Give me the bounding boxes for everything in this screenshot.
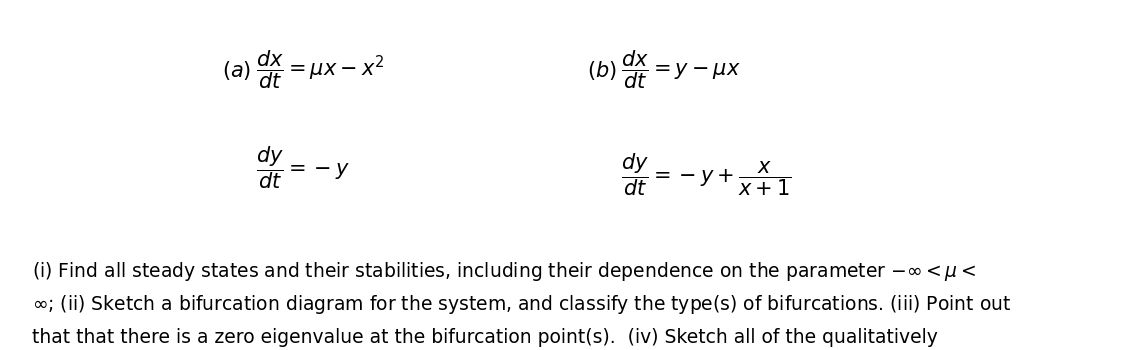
Text: $\mathit{(b)}$: $\mathit{(b)}$: [587, 58, 616, 82]
Text: $\dfrac{dx}{dt} = y - \mu x$: $\dfrac{dx}{dt} = y - \mu x$: [621, 49, 740, 91]
Text: that that there is a zero eigenvalue at the bifurcation point(s).  (iv) Sketch a: that that there is a zero eigenvalue at …: [32, 328, 937, 347]
Text: $\dfrac{dx}{dt} = \mu x - x^2$: $\dfrac{dx}{dt} = \mu x - x^2$: [256, 49, 385, 91]
Text: $\dfrac{dy}{dt} = -y$: $\dfrac{dy}{dt} = -y$: [256, 145, 351, 191]
Text: $\infty$; (ii) Sketch a bifurcation diagram for the system, and classify the typ: $\infty$; (ii) Sketch a bifurcation diag…: [32, 293, 1011, 316]
Text: $\mathit{(a)}$: $\mathit{(a)}$: [222, 58, 252, 82]
Text: (i) Find all steady states and their stabilities, including their dependence on : (i) Find all steady states and their sta…: [32, 260, 976, 283]
Text: $\dfrac{dy}{dt} = -y + \dfrac{x}{x+1}$: $\dfrac{dy}{dt} = -y + \dfrac{x}{x+1}$: [621, 152, 792, 198]
